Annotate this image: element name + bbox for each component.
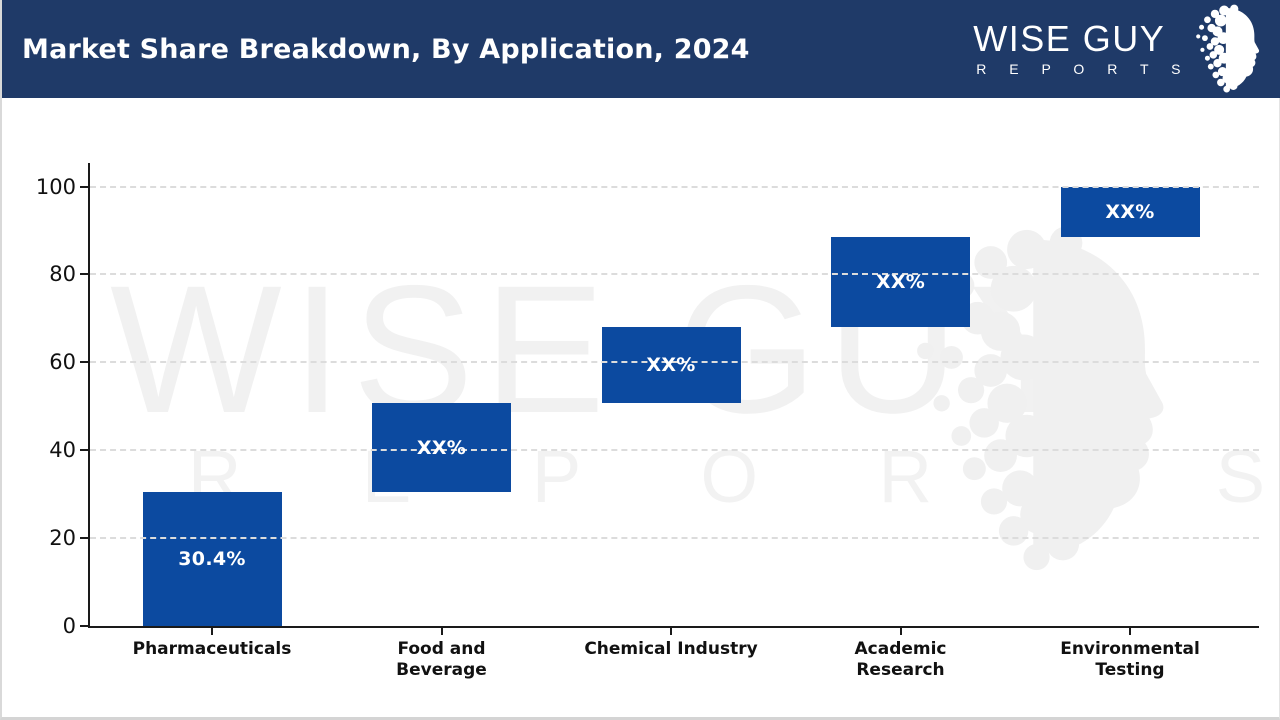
bar-academic-research: XX% <box>831 237 970 328</box>
wise-guy-logo: WISE GUY R E P O R T S <box>973 3 1264 95</box>
gridline-40 <box>90 449 1259 452</box>
bar-chemical-industry: XX% <box>601 327 741 404</box>
logo-wordmark-line2: R E P O R T S <box>976 61 1190 77</box>
y-tick-mark <box>80 449 88 452</box>
x-tick-mark <box>1129 626 1131 635</box>
logo-wordmark: WISE GUY R E P O R T S <box>973 18 1190 78</box>
x-category-label-food-and-beverage: Food and Beverage <box>396 639 487 681</box>
bar-value-label: 30.4% <box>178 548 246 571</box>
y-tick-mark <box>80 625 88 627</box>
y-tick-label: 100 <box>35 174 76 199</box>
x-tick-mark <box>899 626 902 635</box>
bar-environmental-testing: XX% <box>1060 186 1200 238</box>
bar-value-label: XX% <box>1105 200 1155 223</box>
gridline-60 <box>90 361 1259 364</box>
chart-title: Market Share Breakdown, By Application, … <box>22 33 750 65</box>
bar-value-label: XX% <box>416 436 467 459</box>
y-tick-mark <box>80 361 88 364</box>
x-category-label-pharmaceuticals: Pharmaceuticals <box>132 639 292 659</box>
y-tick-label: 40 <box>49 438 76 463</box>
bar-food-and-beverage: XX% <box>372 403 511 493</box>
gridline-100 <box>90 185 1259 188</box>
y-axis-line <box>88 163 90 628</box>
bar-value-label: XX% <box>875 271 926 294</box>
x-category-label-academic-research: Academic Research <box>854 639 947 681</box>
y-tick-mark <box>80 537 88 540</box>
head-profile-dots-icon <box>1190 3 1264 95</box>
gridline-20 <box>90 537 1259 540</box>
header-bar: Market Share Breakdown, By Application, … <box>2 0 1280 98</box>
x-axis-line <box>88 626 1259 628</box>
bar-pharmaceuticals: 30.4% <box>142 492 282 626</box>
logo-wordmark-line1: WISE GUY <box>973 18 1166 59</box>
plot-area: 0 20 40 60 80 100 30.4% Pharmaceuticals XX% Food … <box>36 163 1259 680</box>
x-category-label-environmental-testing: Environmental Testing <box>1060 639 1200 681</box>
y-tick-label: 80 <box>49 262 76 287</box>
y-tick-mark <box>80 185 88 188</box>
y-tick-label: 60 <box>49 350 76 375</box>
y-tick-label: 20 <box>49 526 76 551</box>
gridline-80 <box>90 273 1259 276</box>
x-tick-mark <box>670 626 672 635</box>
x-category-label-chemical-industry: Chemical Industry <box>584 639 758 659</box>
x-tick-mark <box>440 626 443 635</box>
bar-value-label: XX% <box>646 354 696 377</box>
y-tick-label: 0 <box>62 614 76 638</box>
y-tick-mark <box>80 273 88 276</box>
x-tick-mark <box>211 626 213 635</box>
